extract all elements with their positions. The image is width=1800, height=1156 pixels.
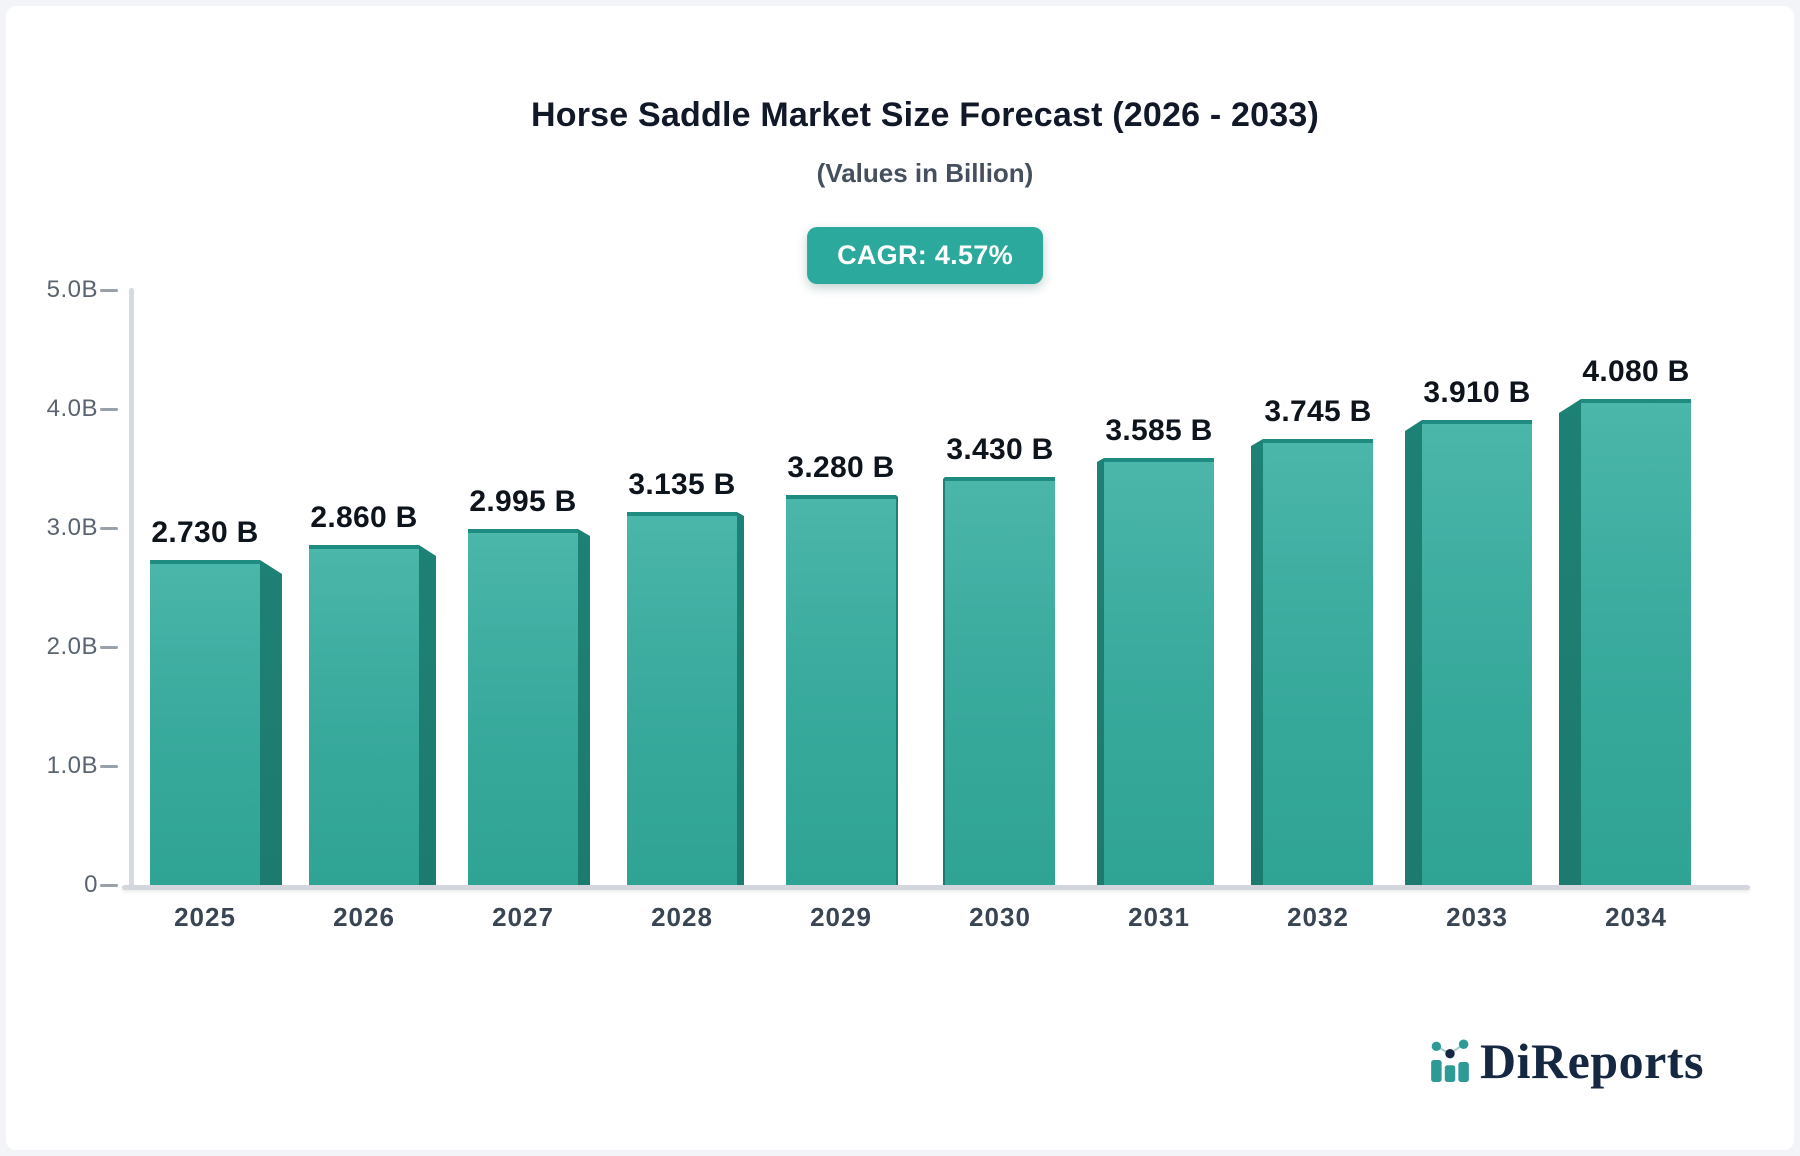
x-axis-label: 2025 [174,902,236,932]
chart-title: Horse Saddle Market Size Forecast (2026 … [531,96,1319,134]
x-axis-label: 2026 [333,902,395,932]
bar-2029 [786,495,896,885]
y-axis-tick-label: 5.0B [46,276,98,303]
bar-value-label: 3.585 B [1105,414,1213,447]
bar-value-label: 3.745 B [1264,395,1372,428]
y-axis-tick-mark [100,527,118,530]
bar-value-label: 2.860 B [310,501,418,534]
y-axis-line [129,288,134,890]
y-axis-tick-mark [100,289,118,292]
y-axis-tick-label: 3.0B [46,514,98,541]
x-axis-line [122,885,1750,890]
bar-side-face [896,495,898,885]
bar-side-face [260,560,282,885]
bar-value-label: 3.910 B [1423,376,1531,409]
y-axis-tick-mark [100,884,118,887]
y-axis-tick-mark [100,646,118,649]
x-axis-label: 2034 [1605,902,1667,932]
bar-value-label: 2.730 B [151,516,259,549]
bar-side-face [1405,420,1422,885]
x-axis-label: 2033 [1446,902,1508,932]
bar-2034 [1581,399,1691,885]
x-axis-label: 2027 [492,902,554,932]
bar-2025 [150,560,260,885]
y-axis-tick-label: 4.0B [46,395,98,422]
bar-2032 [1263,439,1373,885]
bar-value-label: 3.430 B [946,433,1054,466]
bar-2028 [627,512,737,885]
bar-2027 [468,529,578,885]
y-axis-tick-label: 1.0B [46,752,98,779]
bar-side-face [943,477,945,885]
bar-value-label: 2.995 B [469,485,577,518]
chart-subtitle: (Values in Billion) [816,158,1034,188]
y-axis-tick-mark [100,765,118,768]
x-axis-label: 2031 [1128,902,1190,932]
direports-logo-icon [1431,1039,1469,1082]
bar-side-face [1097,458,1104,885]
bar-value-label: 3.280 B [787,451,895,484]
y-axis-tick-label: 2.0B [46,633,98,660]
cagr-badge: CAGR: 4.57% [807,227,1043,284]
bar-value-label: 4.080 B [1582,355,1690,388]
x-axis-label: 2028 [651,902,713,932]
x-axis-label: 2029 [810,902,872,932]
bar-2033 [1422,420,1532,885]
x-axis-label: 2030 [969,902,1031,932]
direports-logo: DiReports [1430,1032,1704,1090]
bar-2031 [1104,458,1214,885]
bar-side-face [737,512,744,885]
bar-2026 [309,545,419,885]
bar-value-label: 3.135 B [628,468,736,501]
bar-side-face [1559,399,1581,885]
bar-side-face [578,529,590,885]
direports-logo-text: DiReports [1480,1033,1704,1089]
y-axis-tick-label: 0 [84,871,98,898]
bar-2030 [945,477,1055,885]
bar-side-face [419,545,436,885]
bar-side-face [1251,439,1263,885]
y-axis-tick-mark [100,408,118,411]
x-axis-label: 2032 [1287,902,1349,932]
